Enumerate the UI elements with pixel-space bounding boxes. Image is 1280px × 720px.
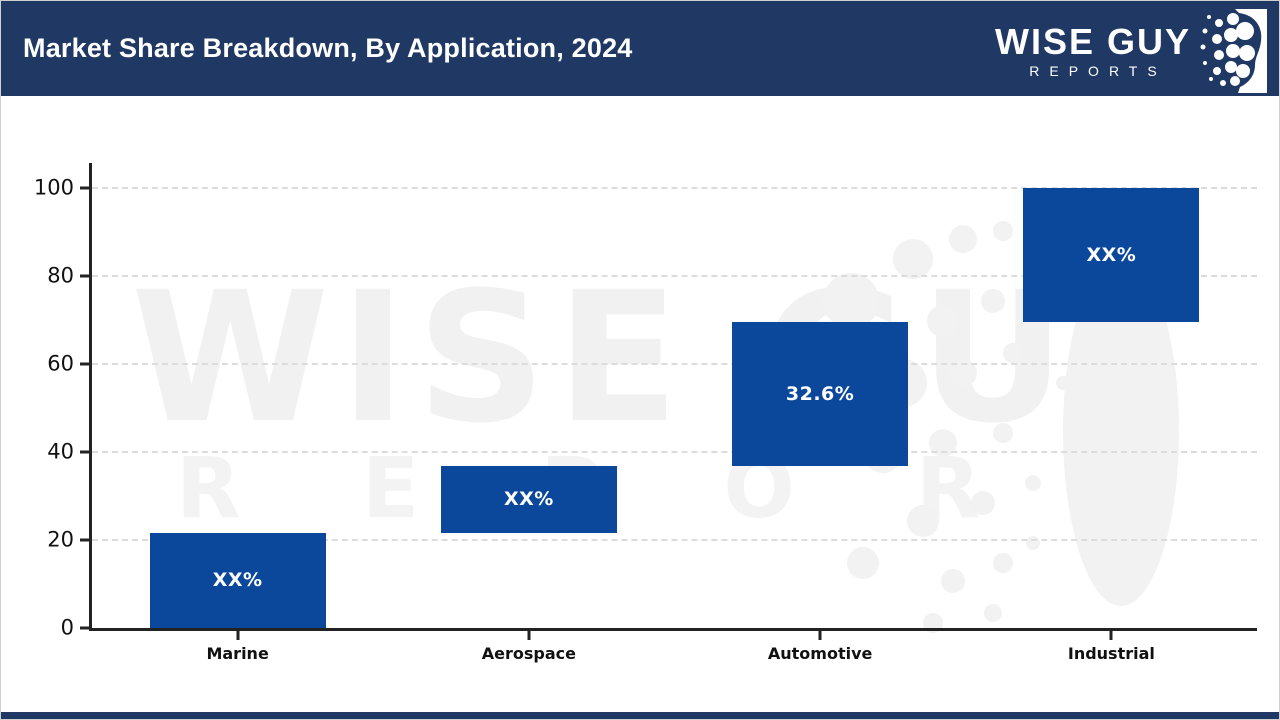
y-tick-label-20: 20 [47, 527, 74, 552]
bar-automotive: 32.6% [732, 322, 909, 466]
y-tick-mark-100 [80, 186, 89, 190]
bar-value-label: XX% [503, 488, 554, 511]
bar-aerospace: XX% [440, 465, 617, 533]
footer-bar [1, 712, 1279, 719]
y-tick-label-40: 40 [47, 439, 74, 464]
brand-logo: WISE GUY REPORTS [995, 9, 1267, 93]
brand-subname: REPORTS [1029, 62, 1167, 79]
x-tick-mark-aerospace [527, 631, 531, 640]
page-title: Market Share Breakdown, By Application, … [23, 33, 633, 63]
y-tick-label-100: 100 [33, 175, 74, 200]
x-tick-mark-automotive [818, 631, 822, 640]
x-tick-label-marine: Marine [206, 644, 269, 663]
x-tick-mark-marine [236, 631, 240, 640]
y-tick-mark-40 [80, 450, 89, 454]
gridline-20 [92, 539, 1257, 542]
y-tick-mark-20 [80, 538, 89, 542]
bar-value-label: XX% [1086, 244, 1137, 267]
x-tick-mark-industrial [1109, 631, 1113, 640]
brand-logo-text: WISE GUY REPORTS [994, 20, 1191, 79]
y-tick-mark-80 [80, 274, 89, 278]
y-tick-label-60: 60 [47, 351, 74, 376]
brand-face-icon [1200, 9, 1267, 93]
gridline-100 [92, 187, 1257, 190]
x-tick-label-automotive: Automotive [767, 644, 873, 663]
gridline-80 [92, 275, 1257, 278]
x-tick-label-industrial: Industrial [1067, 644, 1155, 663]
bar-value-label: 32.6% [785, 382, 855, 405]
bar-value-label: XX% [212, 569, 263, 592]
gridline-60 [92, 363, 1257, 366]
bar-industrial: XX% [1023, 188, 1200, 323]
y-tick-label-80: 80 [47, 263, 74, 288]
header-bar: Market Share Breakdown, By Application, … [1, 1, 1279, 96]
brand-name: WISE GUY [994, 20, 1191, 62]
x-tick-label-aerospace: Aerospace [481, 644, 576, 663]
y-tick-mark-0 [80, 626, 89, 630]
plot-area: 0 20 40 60 80 100 XX% Marine XX% Aerospace 32.6% Au… [34, 163, 1257, 663]
y-tick-mark-60 [80, 362, 89, 366]
bar-marine: XX% [149, 532, 326, 628]
gridline-40 [92, 451, 1257, 454]
y-tick-label-0: 0 [60, 615, 74, 640]
